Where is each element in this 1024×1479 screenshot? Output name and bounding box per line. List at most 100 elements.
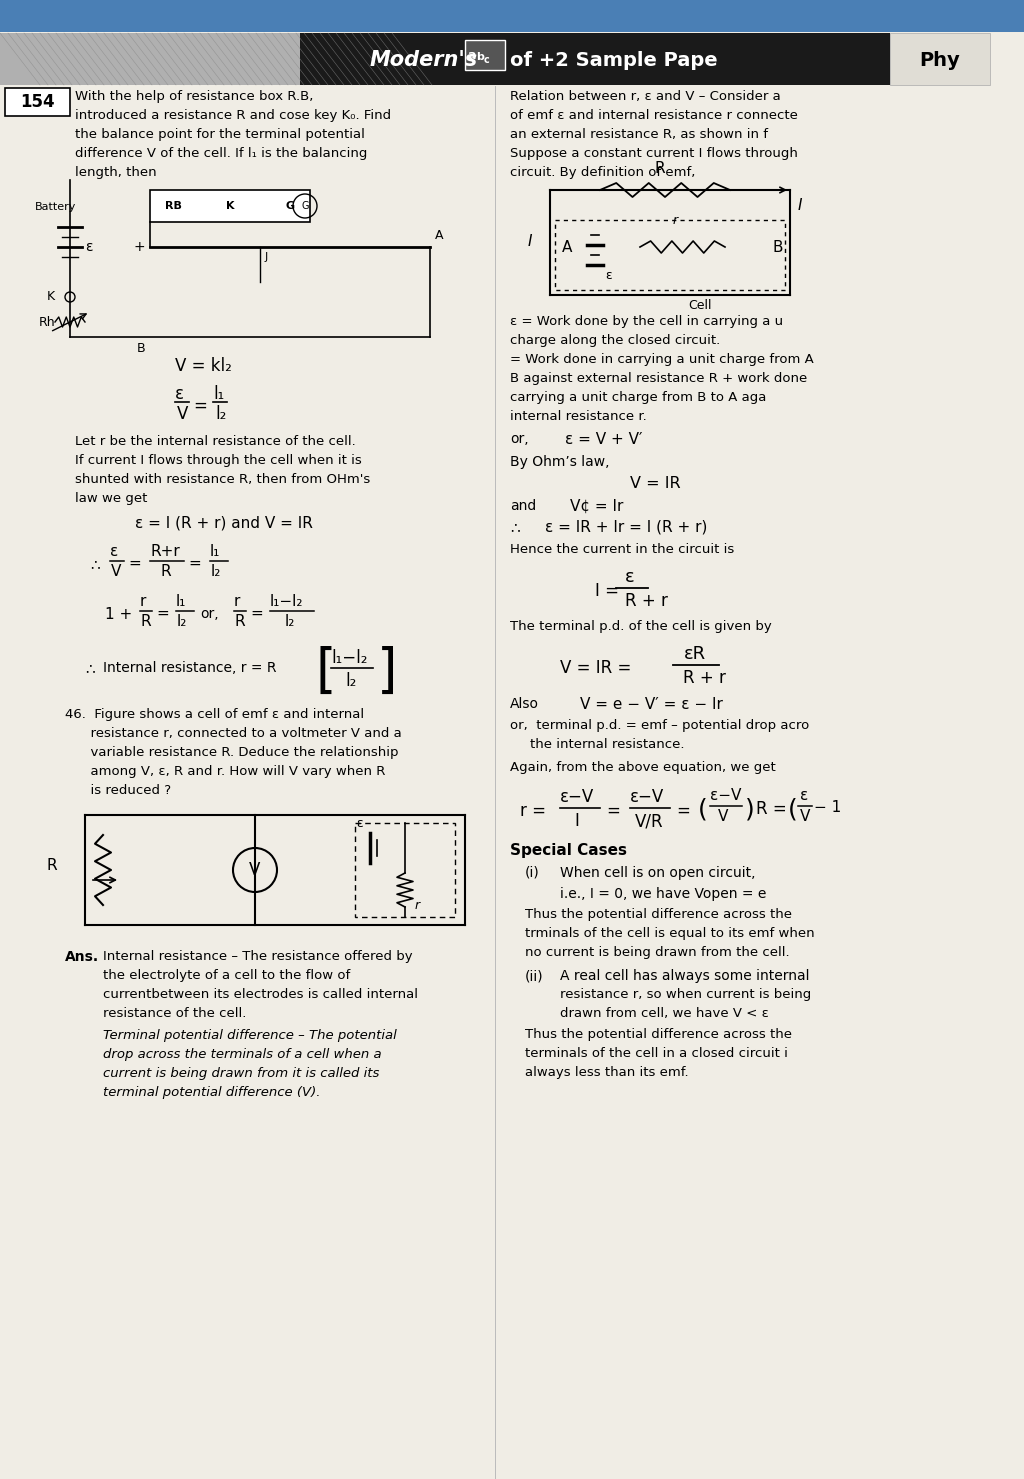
Text: B: B: [136, 342, 145, 355]
Text: ε: ε: [605, 269, 611, 282]
Text: (: (: [788, 799, 798, 822]
Text: circuit. By definition of emf,: circuit. By definition of emf,: [510, 166, 695, 179]
Text: Battery: Battery: [35, 203, 77, 211]
Text: 46.  Figure shows a cell of emf ε and internal: 46. Figure shows a cell of emf ε and int…: [65, 708, 365, 720]
Text: ε: ε: [356, 816, 364, 830]
Text: l₁−l₂: l₁−l₂: [270, 595, 303, 609]
Text: =: =: [156, 606, 169, 621]
Text: l₂: l₂: [211, 563, 221, 578]
Text: R =: R =: [756, 800, 786, 818]
Text: V: V: [111, 563, 122, 578]
Text: I: I: [574, 812, 579, 830]
Text: V: V: [718, 809, 728, 824]
Text: =: =: [676, 802, 690, 819]
Text: shunted with resistance R, then from OHm's: shunted with resistance R, then from OHm…: [75, 473, 371, 487]
Text: A real cell has always some internal: A real cell has always some internal: [560, 969, 810, 984]
Text: =: =: [128, 556, 140, 571]
Text: Cell: Cell: [688, 299, 712, 312]
Text: or,: or,: [200, 606, 219, 621]
Text: I =: I =: [595, 583, 618, 600]
Text: l₁: l₁: [213, 385, 224, 402]
Text: +: +: [133, 240, 145, 254]
Text: resistance r, so when current is being: resistance r, so when current is being: [560, 988, 811, 1001]
Text: = Work done in carrying a unit charge from A: = Work done in carrying a unit charge fr…: [510, 353, 814, 365]
Text: or,: or,: [510, 432, 528, 447]
Text: ε = V + V′: ε = V + V′: [565, 432, 642, 447]
Text: drawn from cell, we have V < ε: drawn from cell, we have V < ε: [560, 1007, 769, 1021]
Text: R: R: [654, 161, 666, 176]
Text: an external resistance R, as shown in f: an external resistance R, as shown in f: [510, 129, 768, 141]
Text: R + r: R + r: [625, 592, 668, 609]
Text: I: I: [798, 198, 803, 213]
Text: a: a: [468, 49, 476, 62]
Text: the electrolyte of a cell to the flow of: the electrolyte of a cell to the flow of: [103, 969, 350, 982]
Text: A: A: [435, 229, 443, 243]
Text: l₁: l₁: [210, 544, 220, 559]
Text: Hence the current in the circuit is: Hence the current in the circuit is: [510, 543, 734, 556]
Text: (ii): (ii): [525, 969, 544, 984]
Text: l₂: l₂: [215, 405, 226, 423]
Text: law we get: law we get: [75, 493, 147, 504]
Text: ε: ε: [110, 544, 118, 559]
Text: B: B: [772, 240, 782, 254]
Text: and: and: [510, 498, 537, 513]
Text: K: K: [225, 201, 234, 211]
Text: The terminal p.d. of the cell is given by: The terminal p.d. of the cell is given b…: [510, 620, 772, 633]
Text: V: V: [177, 405, 188, 423]
Text: carrying a unit charge from B to A aga: carrying a unit charge from B to A aga: [510, 390, 766, 404]
Text: Suppose a constant current I flows through: Suppose a constant current I flows throu…: [510, 146, 798, 160]
Bar: [0, 0, 1024, 33]
Text: r: r: [415, 899, 420, 913]
Text: terminal potential difference (V).: terminal potential difference (V).: [103, 1086, 321, 1099]
Text: =: =: [193, 396, 207, 416]
Text: Again, from the above equation, we get: Again, from the above equation, we get: [510, 762, 776, 774]
Text: Thus the potential difference across the: Thus the potential difference across the: [525, 1028, 792, 1041]
Text: l₁: l₁: [176, 595, 186, 609]
Text: R + r: R + r: [683, 669, 726, 688]
Text: ε−V: ε−V: [560, 788, 594, 806]
Text: or,  terminal p.d. = emf – potential drop acro: or, terminal p.d. = emf – potential drop…: [510, 719, 809, 732]
Text: ε−V: ε−V: [710, 788, 741, 803]
Text: ε: ε: [800, 788, 808, 803]
Text: no current is being drawn from the cell.: no current is being drawn from the cell.: [525, 947, 790, 958]
Text: (: (: [698, 799, 708, 822]
Text: the balance point for the terminal potential: the balance point for the terminal poten…: [75, 129, 365, 141]
Text: =: =: [606, 802, 620, 819]
Text: J: J: [265, 251, 268, 262]
Text: − 1: − 1: [814, 800, 842, 815]
Text: Modern's: Modern's: [370, 50, 478, 70]
Text: =: =: [250, 606, 263, 621]
Text: ε = Work done by the cell in carrying a u: ε = Work done by the cell in carrying a …: [510, 315, 783, 328]
Text: ε: ε: [626, 568, 635, 586]
Text: current is being drawn from it is called its: current is being drawn from it is called…: [103, 1066, 379, 1080]
Text: variable resistance R. Deduce the relationship: variable resistance R. Deduce the relati…: [65, 745, 398, 759]
Text: Ans.: Ans.: [65, 950, 99, 964]
Text: V = IR: V = IR: [630, 476, 681, 491]
Bar: [150, 189, 310, 222]
Text: V: V: [249, 861, 261, 879]
Text: V = e − V′ = ε − Ir: V = e − V′ = ε − Ir: [580, 697, 723, 711]
Text: drop across the terminals of a cell when a: drop across the terminals of a cell when…: [103, 1049, 382, 1060]
Text: l₂: l₂: [345, 671, 356, 691]
Text: B against external resistance R + work done: B against external resistance R + work d…: [510, 373, 807, 385]
Text: R: R: [160, 563, 171, 578]
Text: R: R: [140, 614, 151, 629]
Text: difference V of the cell. If l₁ is the balancing: difference V of the cell. If l₁ is the b…: [75, 146, 368, 160]
Text: ∴: ∴: [510, 521, 520, 535]
Text: c: c: [484, 55, 489, 65]
Text: l₁−l₂: l₁−l₂: [331, 649, 368, 667]
Text: r =: r =: [520, 802, 546, 819]
Text: [: [: [315, 646, 336, 698]
Text: I: I: [527, 235, 532, 250]
Text: V/R: V/R: [635, 812, 664, 830]
Text: By Ohm’s law,: By Ohm’s law,: [510, 456, 609, 469]
Text: resistance r, connected to a voltmeter V and a: resistance r, connected to a voltmeter V…: [65, 728, 401, 740]
Text: Internal resistance – The resistance offered by: Internal resistance – The resistance off…: [103, 950, 413, 963]
Text: r: r: [234, 595, 241, 609]
Text: ∴: ∴: [85, 661, 95, 676]
Text: l₂: l₂: [177, 614, 187, 629]
Text: With the help of resistance box R.B,: With the help of resistance box R.B,: [75, 90, 313, 104]
Bar: [5, 87, 70, 115]
Text: ε: ε: [175, 385, 184, 402]
Text: length, then: length, then: [75, 166, 157, 179]
